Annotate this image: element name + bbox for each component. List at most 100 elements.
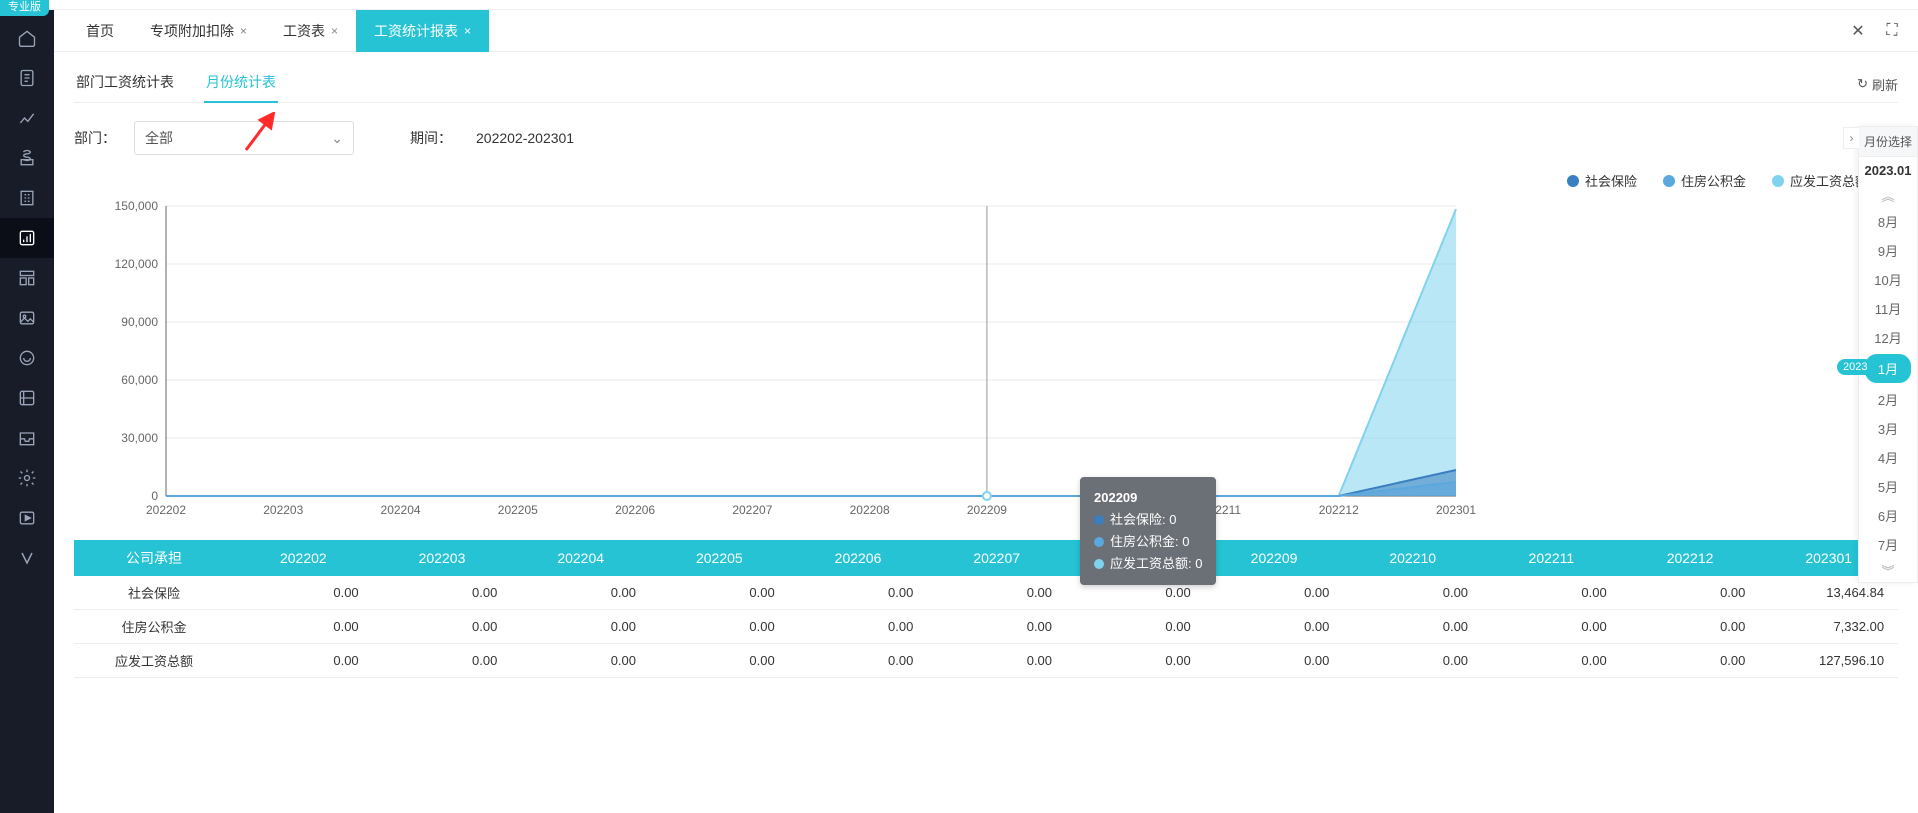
svg-text:202208: 202208 xyxy=(850,503,890,517)
month-item[interactable]: 9月 xyxy=(1859,236,1917,265)
table-cell: 0.00 xyxy=(373,585,512,600)
table-header-cell: 202211 xyxy=(1482,550,1621,566)
legend-label: 住房公积金 xyxy=(1681,171,1746,190)
svg-text:60,000: 60,000 xyxy=(121,373,158,387)
tab-close-icon[interactable]: × xyxy=(240,24,247,38)
svg-text:202207: 202207 xyxy=(732,503,772,517)
month-panel-title: 月份选择 xyxy=(1859,127,1917,157)
line-chart[interactable]: 030,00060,00090,000120,000150,0002022022… xyxy=(86,196,1476,526)
tooltip-text: 社会保险: 0 xyxy=(1110,509,1176,531)
svg-text:202212: 202212 xyxy=(1319,503,1359,517)
svg-text:0: 0 xyxy=(151,489,158,503)
content-area: 部门工资统计表月份统计表 ↻ 刷新 部门： 全部 ⌄ 期间： 202202-20… xyxy=(54,52,1918,813)
table-cell: 0.00 xyxy=(234,653,373,668)
month-panel-selected: 2023.01 xyxy=(1859,157,1917,184)
month-item[interactable]: 8月 xyxy=(1859,207,1917,236)
tab-close-icon[interactable]: × xyxy=(331,24,338,38)
refresh-label: 刷新 xyxy=(1872,75,1898,94)
month-panel-down-icon[interactable]: ︾ xyxy=(1859,559,1917,582)
month-panel-collapse-icon[interactable]: › xyxy=(1843,127,1859,149)
side-report-icon[interactable] xyxy=(0,218,54,258)
subtab-月份统计表[interactable]: 月份统计表 xyxy=(204,66,278,102)
side-home-icon[interactable] xyxy=(0,18,54,58)
table-header: 公司承担202202202203202204202205202206202207… xyxy=(74,540,1898,576)
tab-工资表[interactable]: 工资表× xyxy=(265,10,356,52)
svg-text:202205: 202205 xyxy=(498,503,538,517)
side-settings-icon[interactable] xyxy=(0,458,54,498)
table-cell: 0.00 xyxy=(234,585,373,600)
legend-item[interactable]: 社会保险 xyxy=(1567,171,1637,190)
table-cell: 0.00 xyxy=(1621,653,1760,668)
table-cell: 0.00 xyxy=(650,619,789,634)
table-header-cell: 202209 xyxy=(1205,550,1344,566)
svg-text:202203: 202203 xyxy=(263,503,303,517)
tooltip-dot-icon xyxy=(1094,559,1104,569)
sub-tabs: 部门工资统计表月份统计表 ↻ 刷新 xyxy=(74,66,1898,103)
side-building-icon[interactable] xyxy=(0,178,54,218)
table-cell: 0.00 xyxy=(1343,619,1482,634)
table-cell: 0.00 xyxy=(1482,619,1621,634)
side-chart-icon[interactable] xyxy=(0,98,54,138)
chart-area: 社会保险住房公积金应发工资总额 030,00060,00090,000120,0… xyxy=(74,165,1898,532)
fullscreen-icon[interactable]: ⛶ xyxy=(1882,21,1902,41)
period-value: 202202-202301 xyxy=(476,130,574,146)
table-row: 应发工资总额0.000.000.000.000.000.000.000.000.… xyxy=(74,644,1898,678)
chevron-down-icon: ⌄ xyxy=(331,130,343,147)
table-header-cell: 202210 xyxy=(1343,550,1482,566)
subtab-部门工资统计表[interactable]: 部门工资统计表 xyxy=(74,66,176,102)
month-item[interactable]: 5月 xyxy=(1859,472,1917,501)
month-item[interactable]: 11月 xyxy=(1859,294,1917,323)
table-cell: 0.00 xyxy=(1621,619,1760,634)
edition-badge: 专业版 xyxy=(0,0,49,16)
month-item[interactable]: 6月 xyxy=(1859,501,1917,530)
side-apps-icon[interactable] xyxy=(0,338,54,378)
month-item[interactable]: 2月 xyxy=(1859,385,1917,414)
side-inbox-icon[interactable] xyxy=(0,418,54,458)
side-doc-icon[interactable] xyxy=(0,58,54,98)
tooltip-text: 应发工资总额: 0 xyxy=(1110,553,1202,575)
year-chip: 2023 xyxy=(1837,359,1873,375)
table-cell: 0.00 xyxy=(234,619,373,634)
chart-legend: 社会保险 住房公积金 应发工资总额 xyxy=(86,171,1898,190)
side-image-icon[interactable] xyxy=(0,298,54,338)
svg-text:202301: 202301 xyxy=(1436,503,1476,517)
tab-首页[interactable]: 首页 xyxy=(68,10,132,52)
tab-close-all-icon[interactable]: ✕ xyxy=(1848,21,1868,41)
side-money-icon[interactable] xyxy=(0,138,54,178)
tooltip-row: 应发工资总额: 0 xyxy=(1094,553,1202,575)
month-item[interactable]: 10月 xyxy=(1859,265,1917,294)
legend-dot-icon xyxy=(1567,175,1579,187)
table-cell: 0.00 xyxy=(1343,585,1482,600)
tab-label: 专项附加扣除 xyxy=(150,21,234,41)
tooltip-title: 202209 xyxy=(1094,487,1202,509)
left-sidebar xyxy=(0,10,54,813)
month-panel-up-icon[interactable]: ︽ xyxy=(1859,184,1917,207)
refresh-button[interactable]: ↻ 刷新 xyxy=(1857,75,1898,94)
tab-label: 首页 xyxy=(86,21,114,41)
table-header-cell: 202205 xyxy=(650,550,789,566)
dept-select[interactable]: 全部 ⌄ xyxy=(134,121,354,155)
tab-专项附加扣除[interactable]: 专项附加扣除 × xyxy=(132,10,265,52)
table-cell: 0.00 xyxy=(1482,585,1621,600)
month-item[interactable]: 12月 xyxy=(1859,323,1917,352)
side-archive-icon[interactable] xyxy=(0,378,54,418)
side-play-icon[interactable] xyxy=(0,498,54,538)
table-cell: 0.00 xyxy=(373,653,512,668)
legend-item[interactable]: 应发工资总额 xyxy=(1772,171,1868,190)
month-item[interactable]: 7月 xyxy=(1859,530,1917,559)
month-item[interactable]: 1月2023 xyxy=(1865,354,1911,383)
svg-text:202209: 202209 xyxy=(967,503,1007,517)
tooltip-dot-icon xyxy=(1094,537,1104,547)
side-template-icon[interactable] xyxy=(0,258,54,298)
table-cell: 0.00 xyxy=(1482,653,1621,668)
tab-close-icon[interactable]: × xyxy=(464,24,471,38)
side-v-icon[interactable] xyxy=(0,538,54,578)
page-tabs: 首页专项附加扣除×工资表×工资统计报表× ✕ ⛶ xyxy=(54,10,1918,52)
legend-item[interactable]: 住房公积金 xyxy=(1663,171,1746,190)
tab-工资统计报表[interactable]: 工资统计报表× xyxy=(356,10,489,52)
month-item[interactable]: 4月 xyxy=(1859,443,1917,472)
svg-text:150,000: 150,000 xyxy=(115,199,159,213)
table-header-cell: 202206 xyxy=(789,550,928,566)
month-item[interactable]: 3月 xyxy=(1859,414,1917,443)
svg-text:202206: 202206 xyxy=(615,503,655,517)
